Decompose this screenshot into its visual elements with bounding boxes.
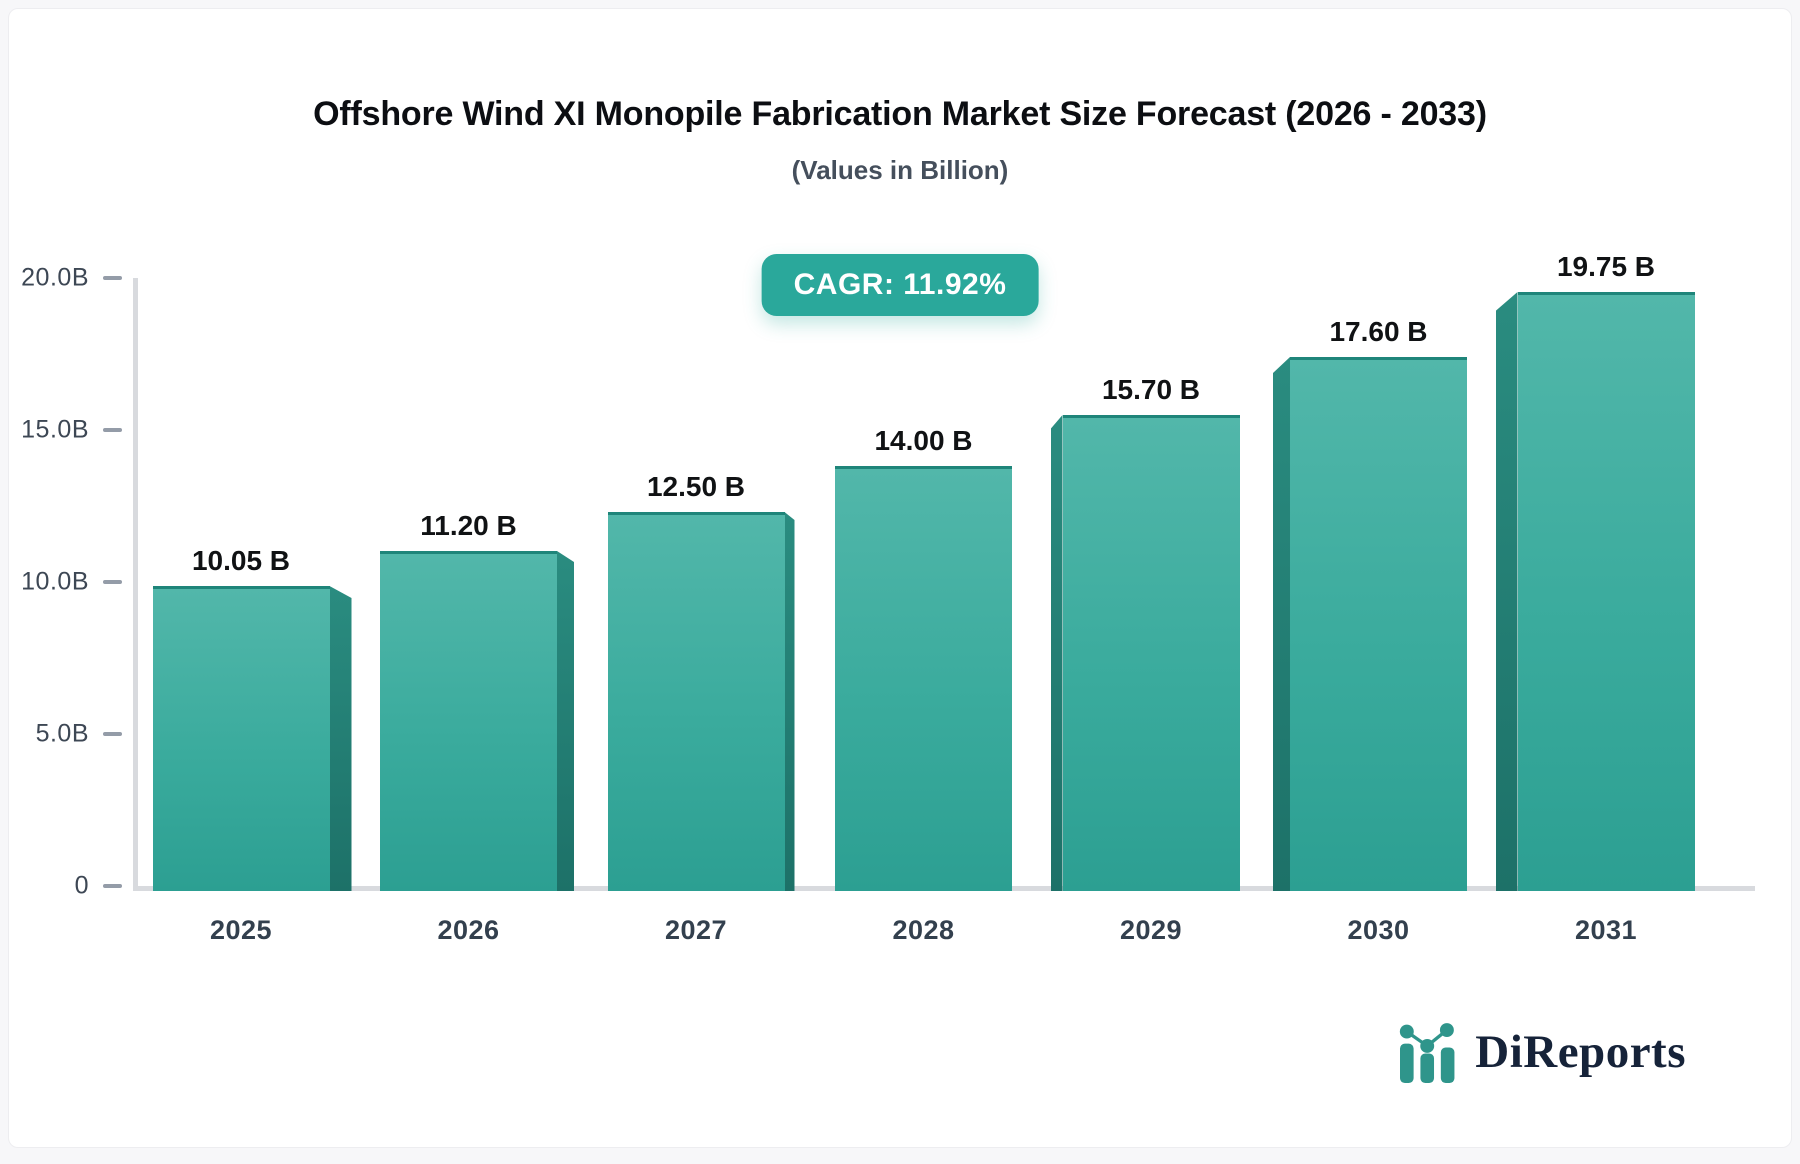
- brand-logo: DiReports: [1396, 1021, 1686, 1083]
- y-tick-mark: [103, 276, 122, 280]
- bar-2026: 11.20 B: [380, 510, 574, 891]
- chart-title: Offshore Wind XI Monopile Fabrication Ma…: [313, 95, 1487, 133]
- bar-face: [1290, 357, 1467, 891]
- bar-side-face: [557, 551, 574, 891]
- bar-face: [380, 551, 557, 891]
- y-tick-label: 10.0B: [21, 567, 89, 596]
- y-tick-label: 5.0B: [35, 719, 89, 748]
- cagr-label: CAGR: 11.92%: [793, 268, 1007, 301]
- bar-face: [835, 466, 1012, 891]
- bar-side-face: [784, 512, 795, 891]
- brand-name: DiReports: [1475, 1026, 1686, 1078]
- bar-face: [607, 512, 785, 891]
- bar-face: [1062, 415, 1240, 891]
- bar-2029: 15.70 B: [1050, 374, 1240, 891]
- y-tick-label: 20.0B: [21, 263, 89, 292]
- brand-logo-icon: [1400, 1023, 1455, 1083]
- chart-subtitle: (Values in Billion): [791, 155, 1009, 185]
- x-tick-label: 2028: [892, 915, 955, 945]
- bar-side-face: [1050, 415, 1063, 891]
- y-tick-mark: [103, 732, 122, 736]
- y-tick-mark: [103, 428, 122, 432]
- y-tick-mark: [103, 580, 122, 584]
- cagr-badge: CAGR: 11.92%: [761, 254, 1039, 316]
- bar-side-face: [329, 586, 352, 891]
- y-tick-label: 0: [74, 871, 89, 900]
- bar-value-label: 19.75 B: [1556, 251, 1656, 282]
- bar-2025: 10.05 B: [152, 545, 352, 891]
- bar-value-label: 17.60 B: [1329, 316, 1428, 347]
- bar-value-label: 10.05 B: [191, 545, 291, 576]
- x-tick-label: 2025: [209, 915, 273, 945]
- x-tick-label: 2029: [1119, 915, 1183, 945]
- x-tick-label: 2027: [664, 915, 728, 945]
- x-tick-label: 2026: [437, 915, 500, 945]
- bar-value-label: 12.50 B: [646, 471, 746, 502]
- bar-face: [1517, 292, 1695, 891]
- bar-side-face: [1495, 292, 1518, 891]
- bar-value-label: 14.00 B: [874, 425, 973, 456]
- x-tick-label: 2031: [1574, 915, 1638, 945]
- bar-2030: 17.60 B: [1273, 316, 1467, 891]
- y-tick-label: 15.0B: [21, 415, 89, 444]
- bar-side-face: [1273, 357, 1290, 891]
- bar-2028: 14.00 B: [835, 425, 1012, 891]
- bar-2031: 19.75 B: [1495, 251, 1695, 891]
- bar-value-label: 15.70 B: [1101, 374, 1201, 405]
- bar-2027: 12.50 B: [607, 471, 795, 891]
- chart-card: Offshore Wind XI Monopile Fabrication Ma…: [8, 8, 1792, 1148]
- bar-value-label: 11.20 B: [420, 510, 517, 541]
- bar-face: [152, 586, 330, 891]
- y-tick-mark: [103, 884, 122, 888]
- y-axis-line: [133, 278, 138, 891]
- x-tick-label: 2030: [1347, 915, 1410, 945]
